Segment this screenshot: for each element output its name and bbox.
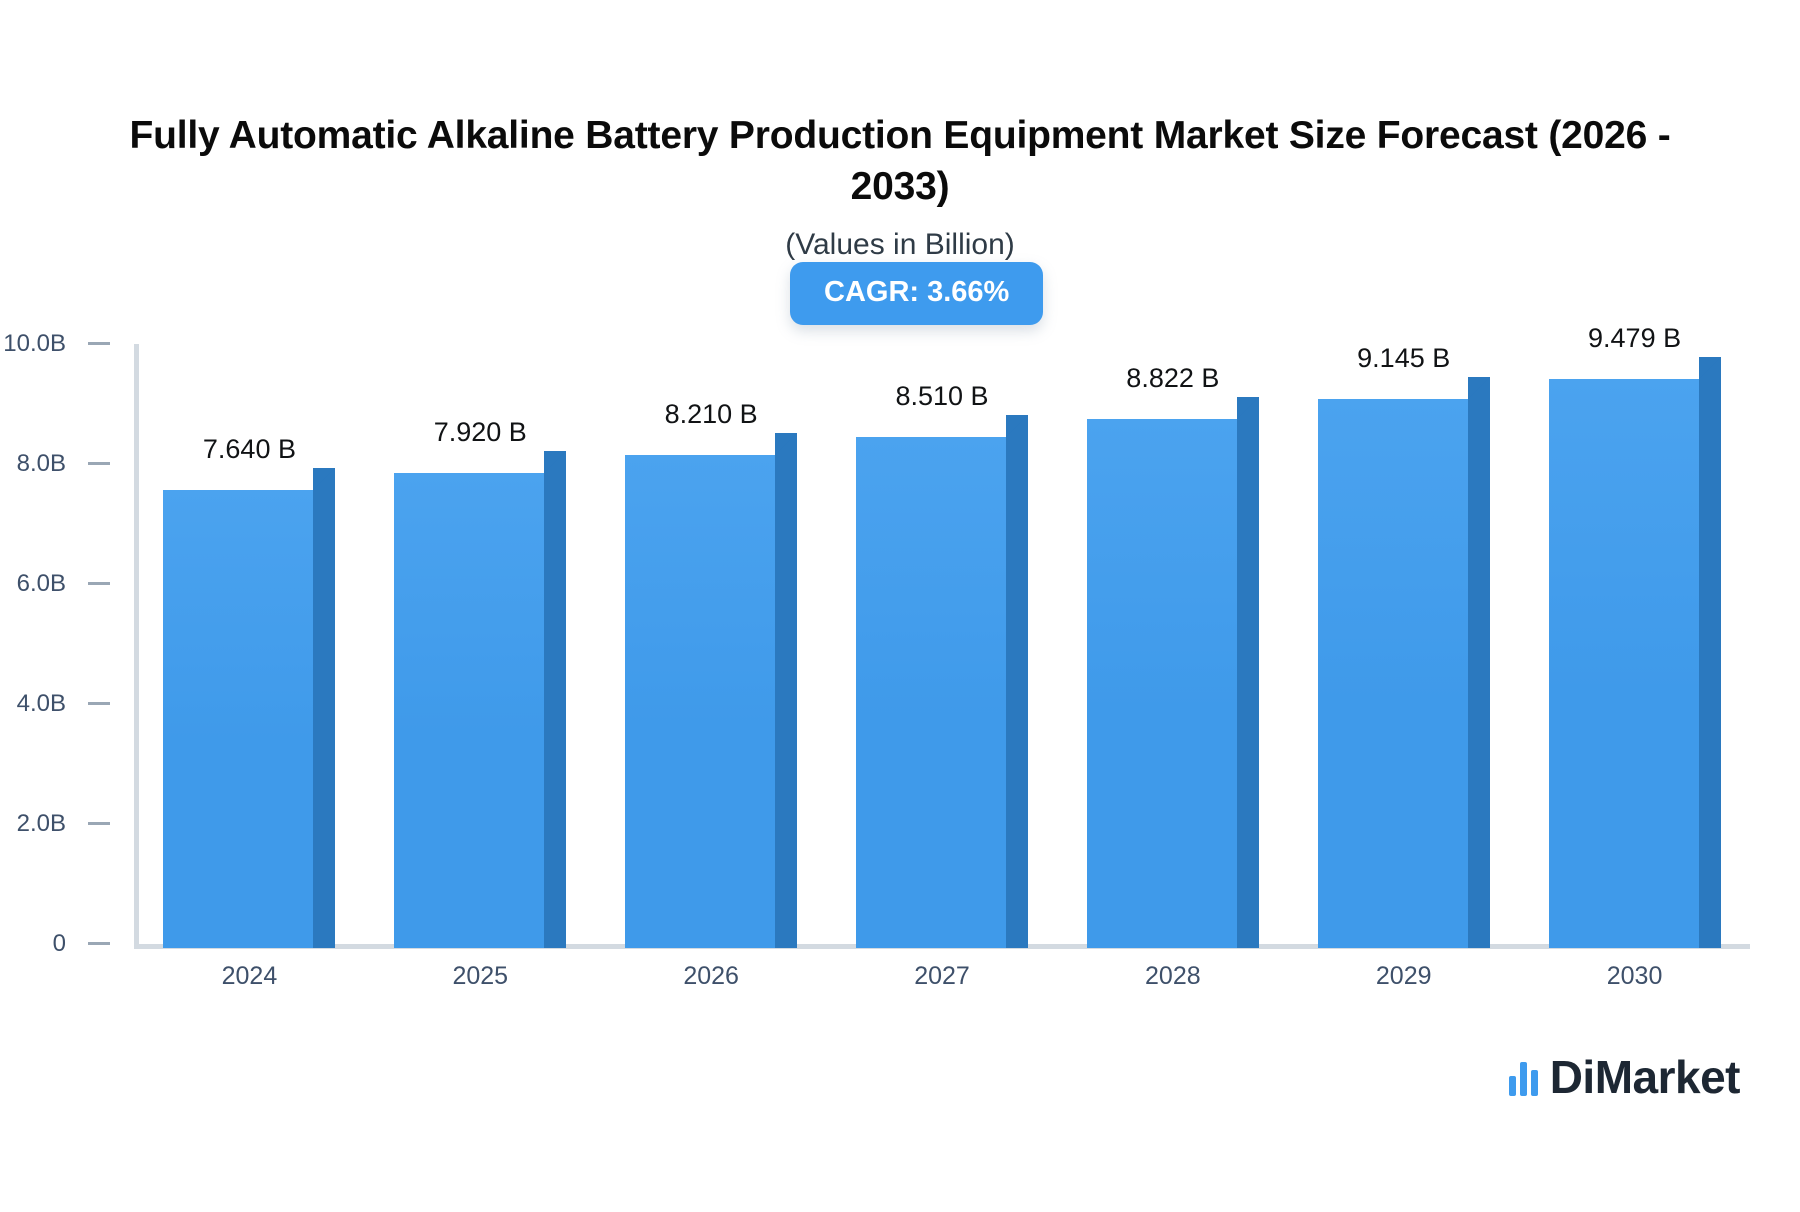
x-tick-label: 2024	[221, 962, 278, 990]
y-tick-label: 2.0B	[0, 810, 110, 838]
bar-2030[interactable]	[1548, 357, 1721, 948]
x-tick-label: 2027	[914, 962, 970, 990]
chart-subtitle: (Values in Billion)	[785, 228, 1015, 261]
bar-face	[1548, 379, 1721, 948]
bar-side	[313, 467, 336, 948]
bar-face	[856, 437, 1028, 948]
x-tick-label: 2028	[1145, 962, 1201, 990]
bar-face	[1317, 399, 1490, 948]
bar-2027[interactable]	[856, 415, 1028, 948]
bar-value-label: 7.920 B	[433, 416, 527, 447]
bar-value-label: 8.210 B	[664, 399, 758, 430]
y-axis-line	[134, 344, 139, 948]
y-tick-label: 4.0B	[0, 690, 110, 718]
x-tick-label: 2026	[683, 962, 739, 990]
bar-side	[1006, 415, 1028, 948]
bar-value-label: 7.640 B	[202, 433, 296, 464]
cagr-badge: CAGR: 3.66%	[790, 262, 1044, 325]
x-tick-label: 2025	[452, 962, 509, 990]
y-tick-label: 6.0B	[0, 570, 110, 598]
bar-top-bevel	[1698, 357, 1721, 380]
x-tick-label: 2030	[1606, 962, 1663, 990]
y-tick-label: 10.0B	[0, 330, 110, 358]
x-tick-label: 2029	[1375, 962, 1432, 990]
dimarket-logo: DiMarket	[1508, 1050, 1741, 1104]
bar-face	[1086, 418, 1259, 948]
bar-face	[625, 455, 798, 948]
plot-area: 10.0B 8.0B 6.0B 4.0B 2.0B 0 7.640 B 7.920 B 8.2…	[3, 323, 1750, 990]
bar-side	[775, 433, 798, 948]
bar-2025[interactable]	[394, 450, 567, 948]
bar-chart-icon	[1508, 1058, 1538, 1096]
bar-side	[1698, 357, 1721, 948]
bar-2026[interactable]	[625, 433, 798, 948]
bar-side	[1236, 396, 1259, 948]
bar-side	[1467, 377, 1490, 948]
bar-top-bevel	[544, 450, 567, 473]
bar-top-bevel	[1467, 377, 1490, 400]
bar-top-bevel	[313, 467, 336, 490]
bar-2029[interactable]	[1317, 377, 1490, 948]
bar-value-label: 8.510 B	[895, 381, 989, 412]
bar-top-bevel	[1006, 415, 1028, 438]
bar-top-bevel	[775, 433, 798, 456]
bar-value-label: 9.145 B	[1357, 343, 1451, 374]
bar-value-label: 9.479 B	[1588, 323, 1682, 354]
bar-2024[interactable]	[163, 467, 336, 948]
bar-face	[163, 489, 336, 948]
bar-face	[394, 472, 567, 948]
bar-2028[interactable]	[1086, 396, 1259, 948]
y-tick-label: 0	[0, 930, 110, 958]
logo-text: DiMarket	[1549, 1051, 1741, 1103]
bar-top-bevel	[1236, 396, 1259, 419]
y-tick-label: 8.0B	[0, 450, 110, 478]
bar-side	[544, 450, 567, 948]
chart-title: Fully Automatic Alkaline Battery Product…	[129, 114, 1671, 209]
bar-value-label: 8.822 B	[1126, 362, 1220, 393]
